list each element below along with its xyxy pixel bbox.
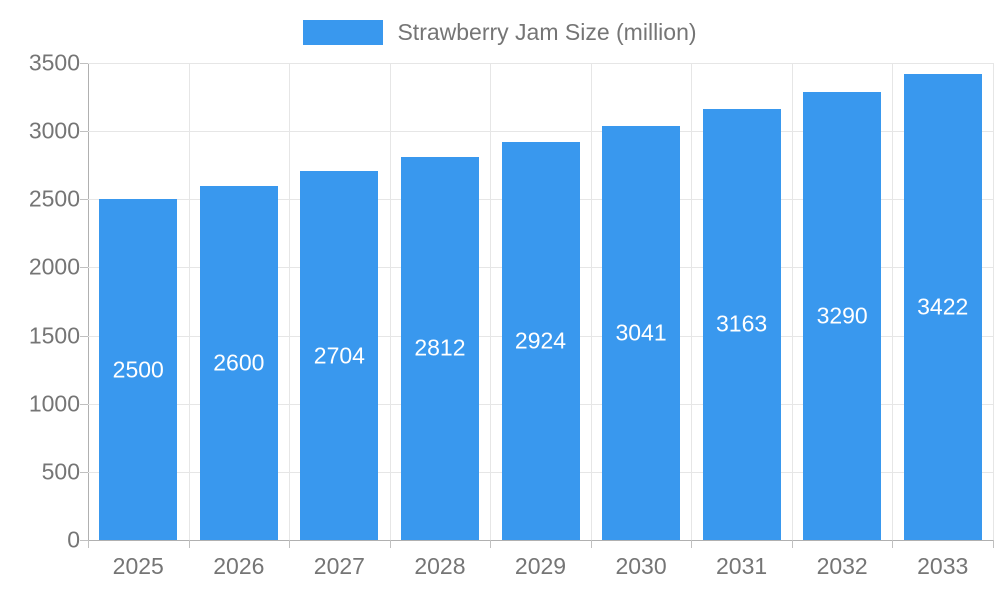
y-axis-tick-label: 2000 — [28, 253, 80, 280]
x-axis-tick-label: 2032 — [816, 553, 868, 579]
legend: Strawberry Jam Size (million) — [0, 18, 1000, 46]
x-axis-tick-label: 2026 — [213, 553, 265, 579]
x-axis-tick-label: 2030 — [615, 553, 667, 579]
y-axis-tick — [80, 540, 88, 541]
y-axis-tick-label: 2500 — [28, 185, 80, 212]
bar-value-label: 2600 — [213, 349, 265, 376]
y-axis-tick — [80, 267, 88, 269]
y-axis-tick — [80, 63, 88, 64]
h-gridline — [88, 63, 993, 64]
bar-value-label: 3041 — [615, 319, 667, 346]
bar-value-label: 3290 — [816, 302, 868, 329]
bar-2033: 3422 — [903, 73, 982, 540]
x-axis-tick — [791, 540, 793, 548]
x-axis-tick-label: 2031 — [716, 553, 768, 579]
v-gridline — [791, 63, 793, 540]
bar-value-label: 2704 — [313, 342, 365, 369]
x-axis-tick — [490, 540, 492, 548]
x-axis-tick-label: 2025 — [112, 553, 164, 579]
bar-2032: 3290 — [803, 91, 882, 540]
v-gridline — [892, 63, 894, 540]
y-axis-tick — [80, 199, 88, 201]
bar-2029: 2924 — [501, 141, 580, 540]
y-axis-tick-label: 3000 — [28, 117, 80, 144]
x-axis-line — [87, 540, 993, 541]
y-axis-tick — [80, 335, 88, 337]
bar-2026: 2600 — [199, 185, 278, 540]
v-gridline — [691, 63, 693, 540]
bar-2028: 2812 — [400, 156, 479, 540]
bar-2031: 3163 — [702, 108, 781, 540]
y-axis-tick-label: 3500 — [28, 49, 80, 76]
legend-label: Strawberry Jam Size (million) — [397, 18, 697, 45]
x-axis-tick-label: 2027 — [313, 553, 365, 579]
y-axis-line — [88, 63, 89, 540]
v-gridline — [490, 63, 492, 540]
x-axis-tick — [691, 540, 693, 548]
bar-value-label: 2500 — [112, 356, 164, 383]
plot-area: 2500 2600 2704 2812 2924 3041 3163 3290 3422 — [80, 63, 994, 548]
bar-2025: 2500 — [99, 199, 178, 540]
x-axis-tick — [389, 540, 391, 548]
bar-value-label: 2812 — [414, 334, 466, 361]
y-axis-tick-label: 500 — [41, 458, 80, 485]
v-gridline — [993, 63, 994, 540]
x-axis-tick — [892, 540, 894, 548]
x-axis-tick — [188, 540, 190, 548]
y-axis-tick — [80, 471, 88, 473]
y-axis-tick — [80, 403, 88, 405]
y-axis-tick-label: 1500 — [28, 322, 80, 349]
bar-2027: 2704 — [300, 171, 379, 540]
x-axis-tick-label: 2033 — [917, 553, 969, 579]
x-axis-tick-label: 2028 — [414, 553, 466, 579]
v-gridline — [389, 63, 391, 540]
v-gridline — [289, 63, 291, 540]
x-axis-tick — [289, 540, 291, 548]
y-axis-tick — [80, 131, 88, 133]
x-axis-tick — [993, 540, 994, 548]
y-axis-tick-label: 1000 — [28, 390, 80, 417]
legend-swatch-icon — [303, 19, 384, 45]
bar-value-label: 3163 — [716, 310, 768, 337]
v-gridline — [188, 63, 190, 540]
bar-value-label: 3422 — [917, 293, 969, 320]
x-axis-tick-label: 2029 — [514, 553, 567, 579]
y-axis-tick-label: 0 — [67, 526, 80, 553]
x-axis-tick — [590, 540, 592, 548]
v-gridline — [590, 63, 592, 540]
bar-value-label: 2924 — [514, 327, 567, 354]
x-axis-tick — [88, 540, 89, 548]
bar-2030: 3041 — [602, 125, 681, 540]
h-gridline — [88, 131, 993, 133]
